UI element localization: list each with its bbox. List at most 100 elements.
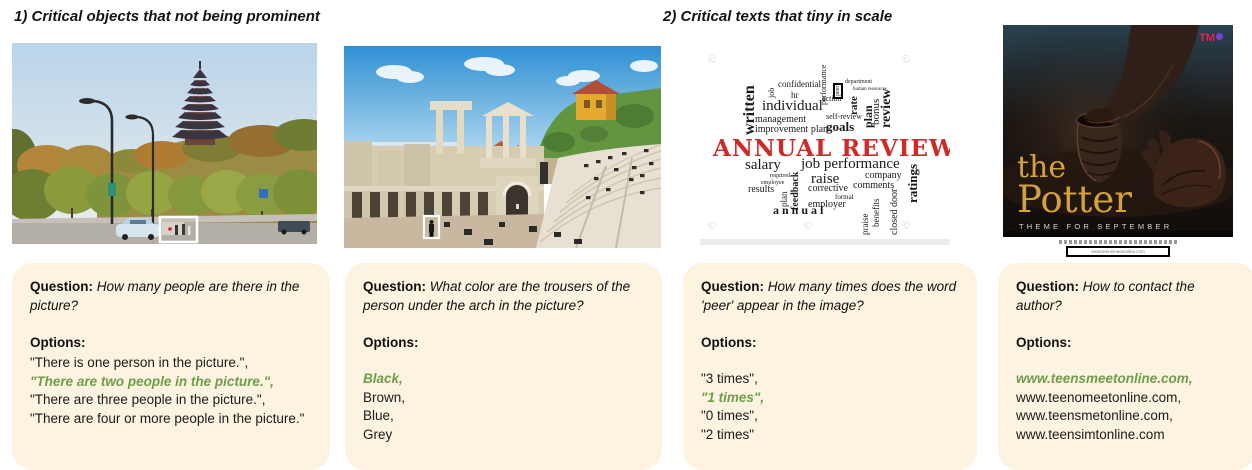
wordcloud-word: raise (811, 171, 840, 187)
wordcloud-word: self-review (826, 112, 862, 121)
question-label: Question: (701, 279, 764, 294)
tm-logo: TM (1199, 32, 1223, 44)
theatre-illustration (344, 46, 661, 248)
watermark-icon: © (902, 54, 911, 66)
question-label: Question: (1016, 279, 1079, 294)
theatre-photo (344, 46, 661, 248)
option: Grey (363, 427, 393, 443)
option-correct: "There are two people in the picture.", (30, 373, 274, 389)
watermark-icon: © (804, 220, 813, 232)
watermark-icon: © (708, 54, 717, 66)
wordcloud-word: individual (762, 98, 823, 114)
curb (12, 214, 317, 225)
potter-subtitle: THEME FOR SEPTEMBER (1019, 222, 1173, 231)
wordcloud-word: ratings (905, 164, 920, 203)
options-list: Black, Brown, Blue, Grey (363, 370, 644, 446)
options-label: Options: (1016, 334, 1072, 350)
question-line: Question: How many times does the word '… (701, 278, 959, 316)
wordcloud-word: department (845, 79, 872, 85)
wordcloud-title: ANNUAL REVIEW (713, 135, 950, 162)
wordcloud-word: salary (745, 157, 781, 173)
highlight-box-person (422, 214, 441, 240)
option: "3 times", (701, 370, 758, 386)
question-card-1: Question: How many people are there in t… (12, 263, 330, 470)
option: Brown, (363, 389, 406, 405)
watermark-icon: © (902, 220, 911, 232)
option: "There is one person in the picture.", (30, 354, 249, 370)
wordcloud-word: confidential (778, 79, 821, 89)
pagoda-photo (12, 43, 317, 244)
wordcloud-word: required (770, 173, 790, 179)
pagoda-tower (172, 61, 228, 145)
wordcloud-word: formal (835, 193, 854, 201)
highlight-box-people (158, 215, 199, 244)
wordcloud-word: human resources (853, 87, 887, 92)
options-list: www.teensmeetonline.com, www.teenomeetonl… (1016, 370, 1238, 446)
option: "There are four or more people in the pi… (30, 411, 305, 427)
wordcloud-word: corrective (808, 183, 848, 194)
highlight-box-url: www.teensmeetonline.com (1066, 246, 1170, 257)
question-text: How many people are there in the picture… (30, 279, 300, 313)
options-list: "3 times", "1 times", "0 times", "2 times" (701, 370, 959, 446)
lower-hand (1141, 130, 1226, 208)
wordcloud-word: hr (791, 90, 799, 100)
options-label: Options: (701, 334, 757, 350)
question-line: Question: How to contact the author? (1016, 278, 1238, 316)
wordcloud-image: © © © © © written job confidential hr perfor… (700, 53, 950, 245)
stage-objects (444, 204, 582, 245)
wordcloud-word: results (748, 184, 775, 195)
options-label: Options: (30, 334, 86, 350)
wordcloud-word: goals (826, 119, 855, 134)
wordcloud-word: review (879, 88, 894, 128)
question-text: How many times does the word 'peer' appe… (701, 279, 957, 313)
logo-dot-icon (1216, 33, 1223, 40)
question-card-2: Question: What color are the trousers of… (345, 263, 662, 470)
yellow-building (572, 80, 620, 120)
pagoda-illustration (12, 43, 317, 244)
wordcloud-word: comments (853, 180, 895, 191)
section-header-objects: 1) Critical objects that not being promi… (14, 8, 320, 25)
option: www.teensimtonline.com (1016, 427, 1165, 443)
option: "0 times", (701, 408, 758, 424)
option-correct: "1 times", (701, 389, 765, 405)
cars (116, 218, 310, 240)
wordcloud-word: job performance (801, 156, 900, 172)
wordcloud-word: annual (773, 203, 827, 217)
options-label: Options: (363, 334, 419, 350)
question-card-3: Question: How many times does the word '… (683, 263, 977, 470)
potter-illustration (1003, 25, 1233, 237)
potter-title-the: the (1017, 150, 1067, 185)
wordcloud-word: benefits (871, 198, 881, 228)
caption-fineprint (1059, 240, 1177, 244)
foreground-trees (12, 129, 317, 221)
options-list: "There is one person in the picture.", "T… (30, 354, 312, 430)
question-label: Question: (30, 279, 93, 294)
question-card-4: Question: How to contact the author? Opt… (998, 263, 1252, 470)
wordcloud-word: action (822, 94, 842, 103)
option: "2 times" (701, 427, 755, 443)
wordcloud-words: written job confidential hr performance actio… (700, 53, 950, 245)
option-correct: www.teensmeetonline.com, (1016, 370, 1193, 386)
potter-poster: the Potter THEME FOR SEPTEMBER TM (1003, 25, 1233, 237)
wordcloud-word: company (865, 170, 902, 181)
street-lamps (79, 98, 268, 224)
wordcloud-word: improvement plan (755, 124, 829, 135)
watermark-icon: © (708, 220, 717, 232)
wordcloud-word: employee (761, 180, 785, 186)
question-line: Question: How many people are there in t… (30, 278, 312, 316)
question-text: How to contact the author? (1016, 279, 1195, 313)
option: www.teenomeetonline.com, (1016, 389, 1182, 405)
option-correct: Black, (363, 370, 403, 386)
option: www.teensmetonline.com, (1016, 408, 1173, 424)
option: Blue, (363, 408, 394, 424)
stock-footer-strip (700, 239, 950, 245)
question-label: Question: (363, 279, 426, 294)
potter-title-potter: Potter (1017, 178, 1132, 221)
question-line: Question: What color are the trousers of… (363, 278, 644, 316)
seating (536, 144, 661, 248)
wordcloud-word: management (755, 114, 807, 125)
clouds (376, 57, 658, 86)
wordcloud-boxed-word: peer (833, 82, 843, 99)
option: "There are three people in the picture."… (30, 392, 266, 408)
question-text: What color are the trousers of the perso… (363, 279, 631, 313)
